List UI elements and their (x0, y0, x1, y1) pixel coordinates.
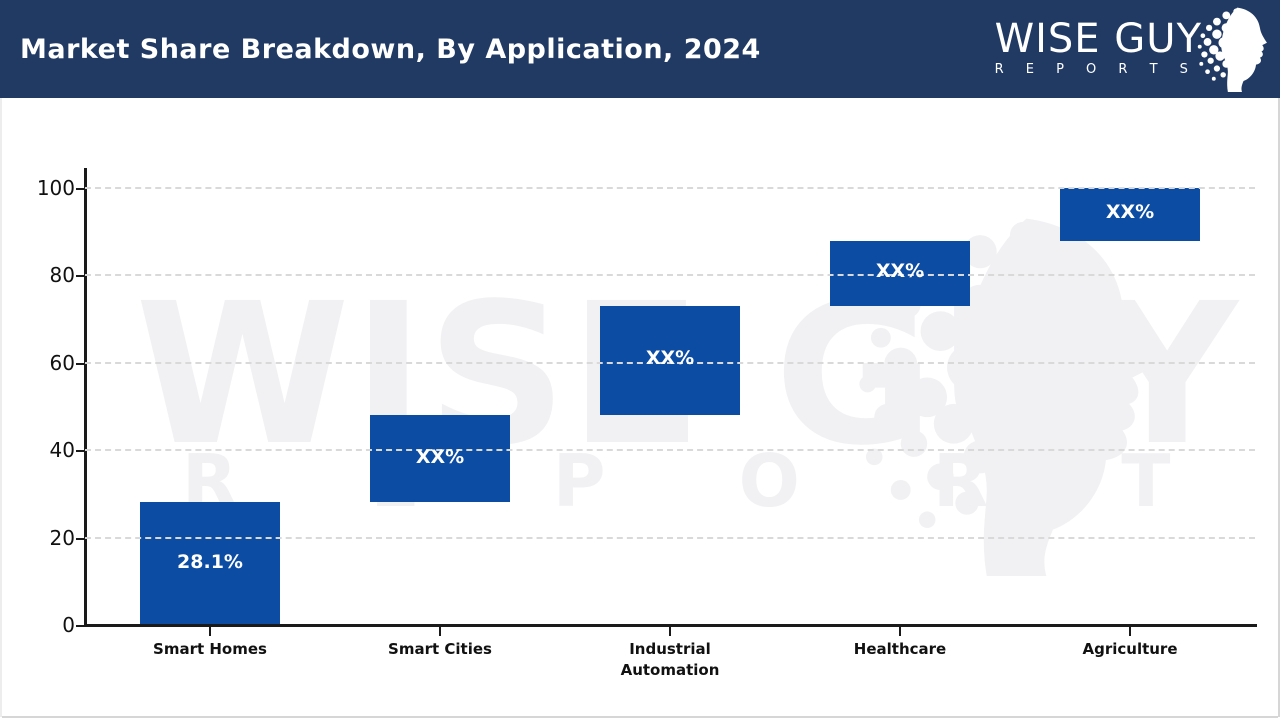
y-tick (76, 275, 85, 277)
y-tick-label: 60 (49, 350, 75, 375)
wiseguy-reports-logo: WISE GUY R E P O R T S (995, 6, 1280, 92)
x-category-label-3: Industrial Automation (620, 640, 720, 679)
y-tick (76, 537, 85, 540)
logo-text: WISE GUY R E P O R T S (995, 19, 1202, 79)
x-tick (1129, 627, 1131, 636)
x-tick (439, 627, 441, 636)
page-border-left (0, 98, 2, 717)
x-axis-line (84, 624, 1257, 627)
x-tick (209, 627, 211, 636)
waterfall-chart: 28.1% XX% XX% XX% XX% 0 20 40 60 80 100 Smart Homes… (0, 98, 1280, 716)
bar-value-label: XX% (645, 347, 695, 370)
bar-value-label: 28.1% (177, 550, 243, 573)
y-tick-label: 40 (49, 438, 75, 462)
head-profile-icon (1197, 7, 1267, 92)
y-tick-label: 0 (62, 613, 75, 637)
y-tick-label: 20 (49, 525, 75, 550)
gridline-20 (85, 536, 1255, 539)
y-axis-line (84, 168, 87, 627)
x-category-label-4: Healthcare (853, 640, 947, 658)
bar-industrial-automation (600, 305, 740, 415)
page-border-right (1278, 98, 1280, 717)
y-tick-label: 80 (49, 263, 75, 287)
bar-agriculture (1060, 187, 1200, 242)
gridline-60 (85, 361, 1255, 364)
y-tick (76, 362, 85, 365)
bar-smart-cities (370, 415, 510, 503)
gridline-100 (85, 186, 1255, 189)
page-title: Market Share Breakdown, By Application, … (20, 33, 761, 65)
gridline-80 (85, 274, 1255, 276)
logo-subtitle: R E P O R T S (994, 62, 1197, 77)
gridline-40 (85, 449, 1255, 451)
y-tick-label: 100 (36, 175, 75, 200)
logo-wordmark: WISE GUY (994, 16, 1202, 62)
x-tick (669, 627, 671, 636)
bar-value-label: XX% (1105, 201, 1155, 224)
y-tick (76, 625, 85, 627)
x-category-label-5: Agriculture (1082, 640, 1178, 658)
bar-value-label: XX% (415, 445, 465, 468)
y-tick (76, 187, 85, 190)
bar-smart-homes (140, 502, 280, 625)
bar-value-label: XX% (875, 260, 925, 283)
x-category-label-1: Smart Homes (153, 640, 267, 658)
page-border-bottom (2, 716, 1278, 718)
header-bar: Market Share Breakdown, By Application, … (0, 0, 1280, 98)
x-tick (899, 627, 901, 636)
y-tick (76, 450, 85, 452)
x-category-label-2: Smart Cities (388, 640, 492, 658)
bar-healthcare (830, 241, 970, 306)
